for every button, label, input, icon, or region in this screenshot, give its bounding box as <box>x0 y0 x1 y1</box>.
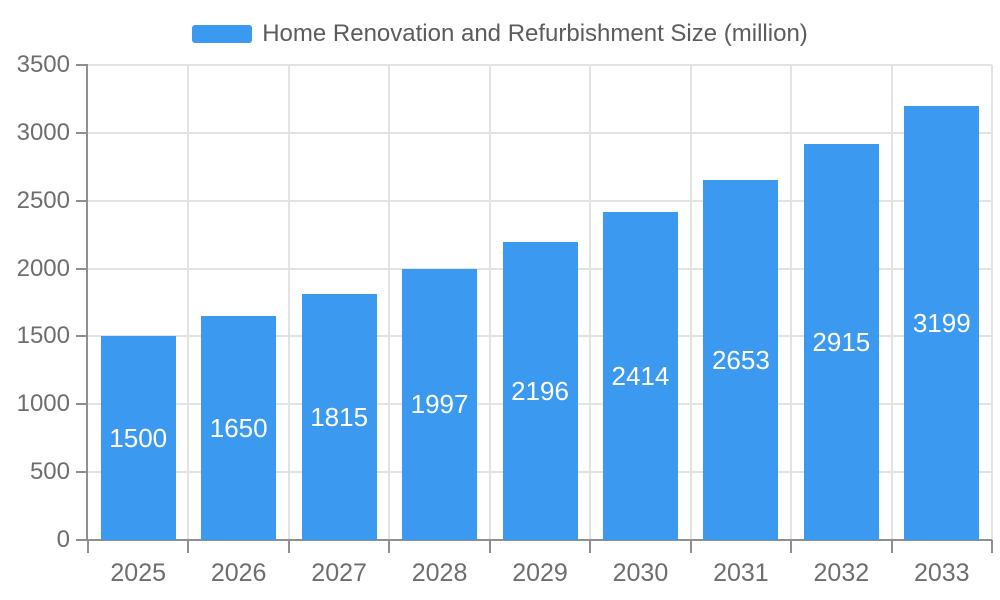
x-gridline <box>991 65 993 540</box>
x-gridline <box>488 65 491 540</box>
x-gridline <box>689 65 692 540</box>
x-gridline <box>187 65 190 540</box>
legend-swatch <box>192 25 253 43</box>
y-axis-label: 3000 <box>16 118 70 146</box>
x-gridline <box>790 65 793 540</box>
y-axis-label: 1500 <box>16 322 70 350</box>
x-axis-tick <box>790 540 793 553</box>
y-axis-line <box>86 65 88 540</box>
bar[interactable] <box>703 179 779 540</box>
x-axis-tick <box>488 540 491 553</box>
y-axis-tick <box>76 267 88 270</box>
y-axis-label: 1000 <box>16 390 70 418</box>
x-axis-label: 2025 <box>110 559 167 587</box>
x-axis-label: 2027 <box>311 559 367 587</box>
x-gridline <box>287 65 290 540</box>
x-axis-label: 2033 <box>913 559 970 587</box>
bar[interactable] <box>904 105 980 540</box>
y-axis-label: 2500 <box>16 186 70 214</box>
bar[interactable] <box>402 268 478 540</box>
bar[interactable] <box>100 336 176 540</box>
y-axis-label: 2000 <box>16 254 70 282</box>
x-axis-tick <box>388 540 391 553</box>
x-axis-tick <box>890 540 893 553</box>
x-axis-label: 2028 <box>411 559 468 587</box>
bar[interactable] <box>602 212 678 540</box>
x-gridline <box>589 65 592 540</box>
y-axis-label: 3500 <box>16 51 70 78</box>
bar[interactable] <box>301 293 377 540</box>
x-axis-label: 2026 <box>210 559 267 587</box>
y-gridline <box>88 199 992 202</box>
y-axis-tick <box>76 335 88 338</box>
bar-value-label: 2196 <box>511 375 569 406</box>
bar[interactable] <box>502 241 578 540</box>
x-axis-label: 2029 <box>512 559 568 587</box>
bar-value-label: 2915 <box>812 327 871 358</box>
x-axis-label: 2030 <box>612 559 669 587</box>
x-axis-tick <box>991 540 993 553</box>
x-axis-tick <box>287 540 290 553</box>
y-axis-tick <box>76 131 88 134</box>
bar-value-label: 1500 <box>109 423 168 454</box>
y-axis-tick <box>76 64 88 66</box>
bar-value-label: 2653 <box>711 344 770 375</box>
bar-value-label: 1997 <box>410 389 469 420</box>
y-gridline <box>88 131 992 134</box>
x-gridline <box>388 65 391 540</box>
x-axis-label: 2031 <box>713 559 769 587</box>
y-axis-label: 0 <box>56 526 70 553</box>
bar[interactable] <box>201 316 277 540</box>
legend-label: Home Renovation and Refurbishment Size (… <box>262 20 808 47</box>
x-gridline <box>890 65 893 540</box>
y-axis-tick <box>76 199 88 202</box>
x-axis-tick <box>87 540 89 553</box>
x-axis-label: 2032 <box>813 559 870 587</box>
bar[interactable] <box>803 144 879 540</box>
x-axis-tick <box>187 540 190 553</box>
bar-value-label: 2414 <box>611 361 670 392</box>
y-axis-tick <box>76 471 88 474</box>
x-axis-line <box>86 539 992 541</box>
y-axis-label: 500 <box>29 458 70 486</box>
x-axis-tick <box>589 540 592 553</box>
y-gridline <box>88 64 992 66</box>
y-axis-tick <box>76 403 88 406</box>
y-axis-tick <box>76 539 88 541</box>
x-axis-tick <box>689 540 692 553</box>
bar-value-label: 1650 <box>209 413 268 444</box>
legend[interactable]: Home Renovation and Refurbishment Size (… <box>0 20 1000 48</box>
bar-value-label: 3199 <box>912 307 971 338</box>
bar-value-label: 1815 <box>310 401 369 432</box>
